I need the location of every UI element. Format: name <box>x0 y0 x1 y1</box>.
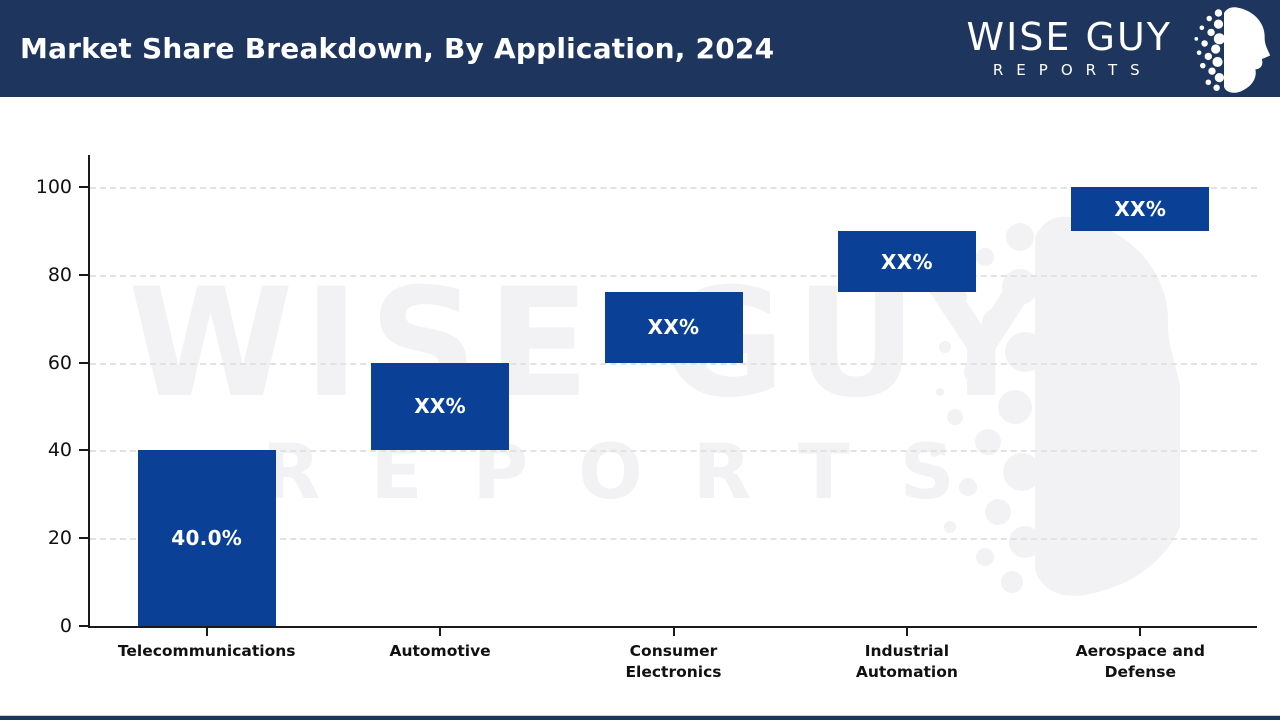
wiseguy-logo-text: WISE GUY REPORTS <box>967 18 1172 79</box>
page-title: Market Share Breakdown, By Application, … <box>20 32 775 65</box>
wiseguy-logo: WISE GUY REPORTS <box>967 4 1272 94</box>
x-category-label: Telecommunications <box>117 642 296 660</box>
bar-segment: XX% <box>837 230 976 293</box>
bar-segment: 40.0% <box>137 450 276 626</box>
header-banner: Market Share Breakdown, By Application, … <box>0 0 1280 97</box>
plot-area: 0 20 40 60 80 100 40.0% Telecommunications XX% Au… <box>36 155 1257 681</box>
y-tick-label: 100 <box>35 176 72 198</box>
y-tick-label: 60 <box>47 351 72 374</box>
y-tick-label: 20 <box>47 527 72 550</box>
bar-segment: XX% <box>371 362 510 451</box>
y-axis-tick <box>79 361 88 364</box>
bar-segment: XX% <box>1071 187 1210 231</box>
y-axis-tick <box>79 537 88 540</box>
gridline <box>90 274 1257 277</box>
y-axis-tick <box>79 273 88 276</box>
x-category-label: Industrial Automation <box>855 642 958 681</box>
y-tick-label: 40 <box>47 439 72 462</box>
gridline <box>90 362 1257 365</box>
footer-bar <box>0 715 1280 720</box>
wiseguy-logo-name: WISE GUY <box>966 15 1172 59</box>
y-tick-label: 80 <box>47 263 72 286</box>
gridline <box>90 538 1257 541</box>
x-axis-tick <box>205 626 208 636</box>
y-axis-tick <box>79 186 88 188</box>
gridline <box>90 187 1257 189</box>
x-category-label: Aerospace and Defense <box>1075 642 1205 681</box>
wiseguy-logo-subname: REPORTS <box>992 61 1153 79</box>
gridline <box>90 450 1257 453</box>
wiseguy-head-icon <box>1176 4 1272 94</box>
x-category-label: Consumer Electronics <box>625 642 722 681</box>
x-category-label: Automotive <box>389 642 491 660</box>
y-axis-tick <box>79 625 88 627</box>
x-axis-tick <box>905 626 908 636</box>
x-axis-tick <box>1139 626 1142 636</box>
x-axis-tick <box>439 626 442 636</box>
bar-value-label: XX% <box>414 394 466 419</box>
chart-area: WISE GUY REPORTS 0 20 40 60 80 100 40.0% Teleco… <box>0 97 1280 715</box>
x-axis-tick <box>672 626 675 636</box>
bar-value-label: XX% <box>1114 196 1167 221</box>
y-tick-label: 0 <box>59 615 72 637</box>
bar-segment: XX% <box>604 292 743 363</box>
bar-value-label: XX% <box>647 315 700 340</box>
y-axis-tick <box>79 449 88 452</box>
bar-value-label: XX% <box>881 249 933 274</box>
bar-value-label: 40.0% <box>171 526 243 551</box>
